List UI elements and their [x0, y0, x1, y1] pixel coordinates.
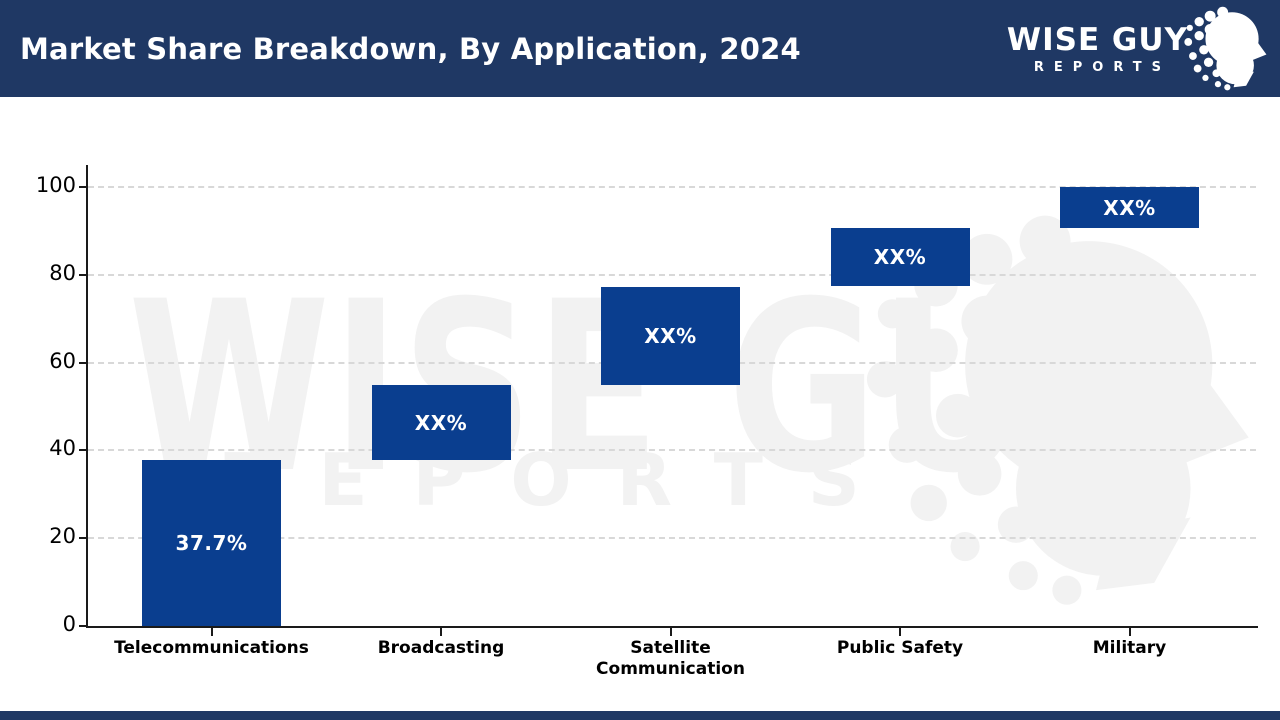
x-tick-mark [440, 628, 442, 636]
gridline-y-80 [88, 273, 1256, 276]
header-bar: Market Share Breakdown, By Application, … [0, 0, 1280, 97]
x-tick-mark [899, 628, 901, 636]
y-tick-label: 0 [62, 612, 76, 636]
y-tick-label: 60 [49, 348, 76, 373]
x-category-label: Military [1092, 638, 1167, 658]
bar-value-label: 37.7% [175, 531, 248, 556]
y-tick-mark [79, 449, 87, 452]
logo-subtext: REPORTS [1033, 59, 1172, 75]
dotted-head-profile-watermark [866, 215, 1249, 605]
watermark-subtext: REPORTS [218, 438, 905, 522]
bar-segment: XX% [830, 228, 970, 287]
bar-value-label: XX% [873, 245, 927, 270]
y-tick-label: 100 [35, 173, 76, 197]
bar-value-label: XX% [644, 323, 697, 348]
y-tick-label: 20 [49, 524, 76, 549]
y-tick-mark [79, 361, 87, 364]
gridline-y-20 [88, 537, 1256, 540]
y-tick-label: 80 [49, 260, 76, 285]
x-tick-mark [669, 628, 672, 636]
dotted-head-profile-icon [1184, 6, 1267, 91]
logo-wordmark: WISE GUY [1006, 22, 1188, 59]
y-tick-mark [79, 273, 87, 276]
gridline-y-40 [88, 449, 1256, 452]
y-tick-mark [79, 537, 87, 540]
x-axis-line [86, 626, 1258, 628]
bar-segment: XX% [601, 286, 740, 385]
logo-text: WISE GUY REPORTS [1007, 23, 1188, 74]
bar-value-label: XX% [414, 410, 468, 435]
wiseguy-logo: WISE GUY REPORTS [1007, 6, 1268, 91]
y-tick-label: 40 [49, 436, 76, 461]
gridline-y-100 [88, 186, 1256, 188]
bar-segment: 37.7% [142, 460, 281, 626]
y-axis-line [86, 165, 88, 627]
chart-title: Market Share Breakdown, By Application, … [20, 31, 801, 66]
x-category-label: Public Safety [836, 638, 964, 658]
bar-value-label: XX% [1103, 195, 1156, 220]
x-tick-mark [210, 628, 213, 636]
x-category-label: Broadcasting [377, 638, 505, 658]
x-category-label: Telecommunications [114, 638, 309, 658]
bar-segment: XX% [1060, 187, 1199, 229]
y-tick-mark [79, 186, 87, 188]
footer-bar [0, 711, 1280, 720]
bar-segment: XX% [371, 384, 511, 461]
x-category-label: Satellite Communication [596, 638, 745, 680]
y-tick-mark [79, 625, 87, 627]
x-tick-mark [1128, 628, 1131, 636]
